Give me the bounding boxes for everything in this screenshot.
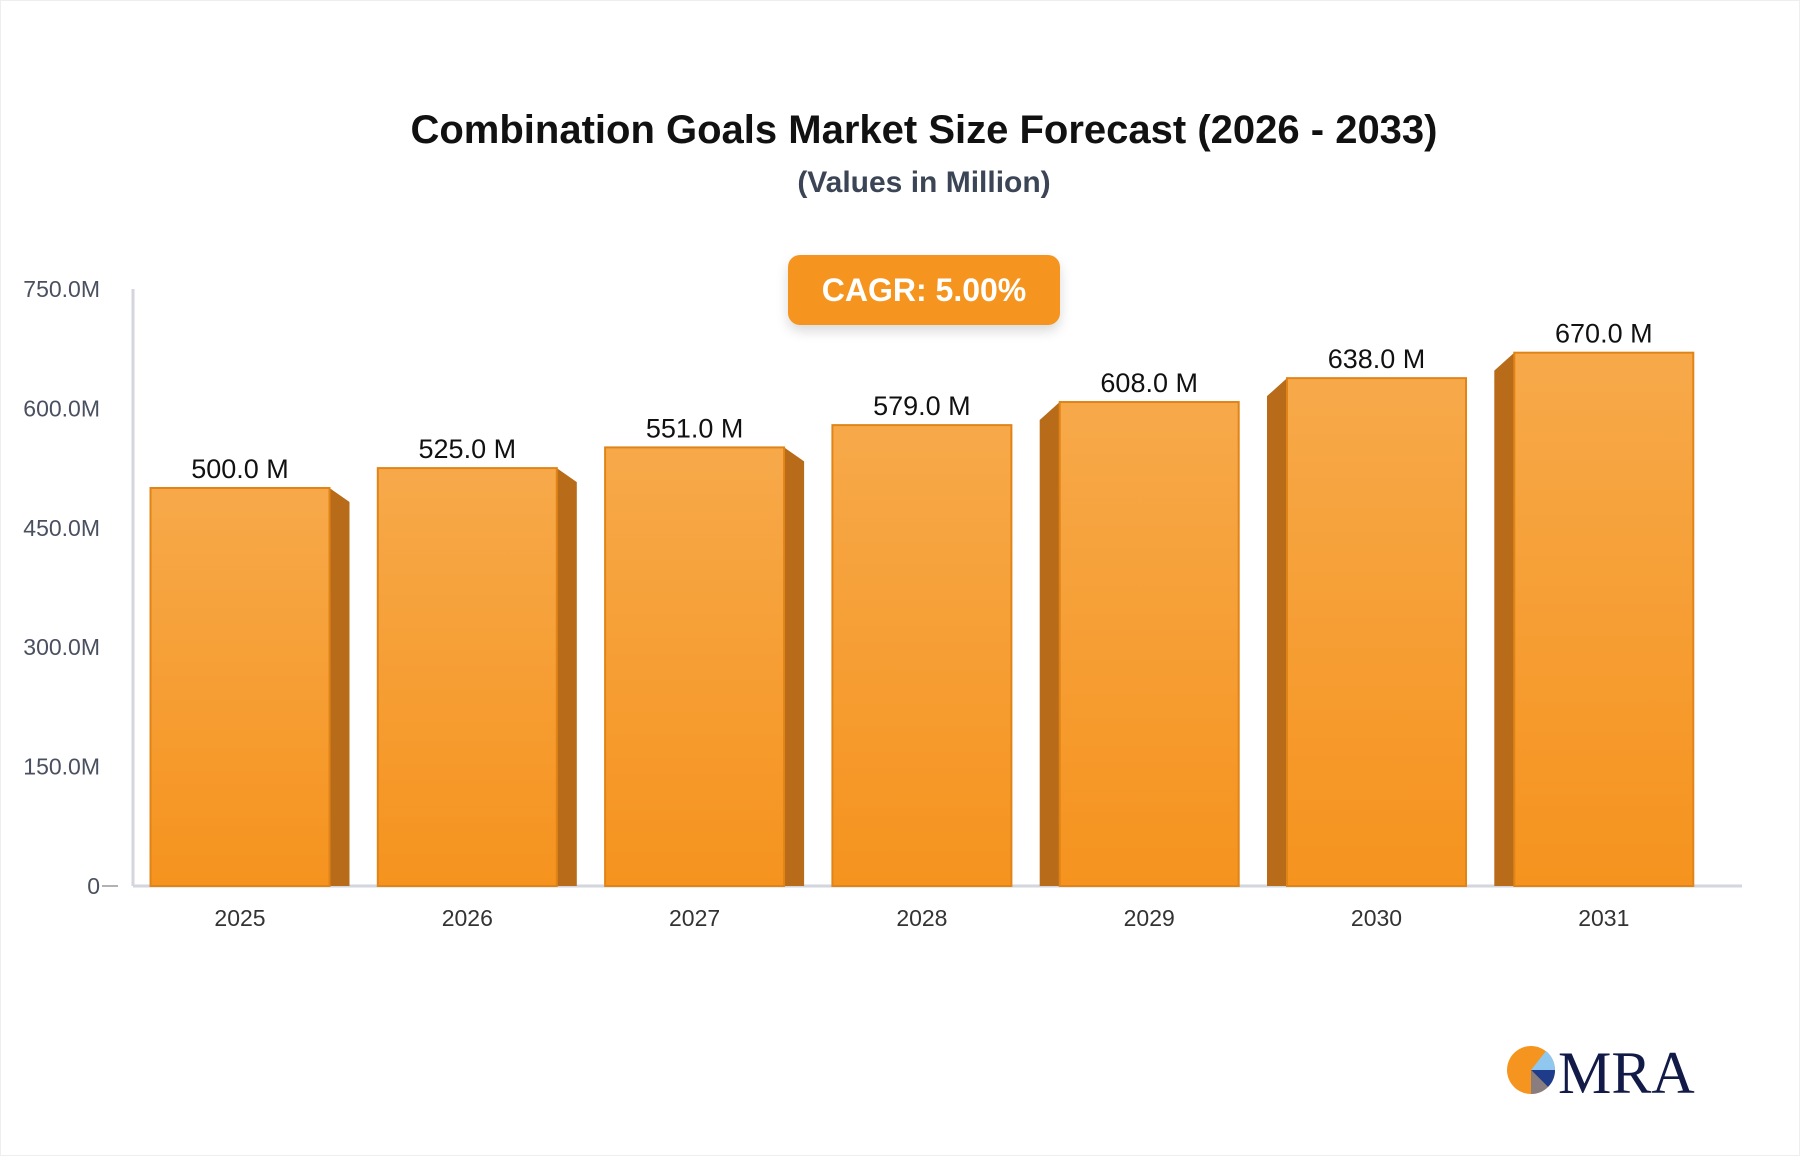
data-label: 608.0 M xyxy=(1100,368,1198,398)
x-tick-label: 2030 xyxy=(1351,905,1402,931)
x-tick-label: 2031 xyxy=(1578,905,1629,931)
bar-side xyxy=(1039,402,1060,886)
data-label: 579.0 M xyxy=(873,391,971,421)
bar-2026 xyxy=(376,467,558,887)
bar-side xyxy=(329,488,350,886)
bar-2025 xyxy=(149,487,331,887)
y-tick-label: 450.0M xyxy=(23,515,100,541)
mra-logo: MRA xyxy=(1507,1040,1695,1100)
x-tick-label: 2028 xyxy=(896,905,947,931)
data-label: 638.0 M xyxy=(1328,344,1426,374)
y-tick-label: 150.0M xyxy=(23,754,100,780)
chart-title: Combination Goals Market Size Forecast (… xyxy=(410,108,1438,152)
y-tick-label: 300.0M xyxy=(23,634,100,660)
bar-side xyxy=(784,447,805,886)
bar-2029 xyxy=(1058,401,1240,887)
bar-side xyxy=(556,468,577,886)
bar-2027 xyxy=(604,446,786,887)
bar-side xyxy=(1267,378,1287,886)
logo-text: MRA xyxy=(1558,1040,1695,1100)
bar-2030 xyxy=(1286,377,1467,887)
bar-side xyxy=(1494,352,1515,886)
x-tick-label: 2029 xyxy=(1124,905,1175,931)
y-tick-label: 750.0M xyxy=(23,276,100,302)
x-tick-label: 2026 xyxy=(442,905,493,931)
x-tick-label: 2027 xyxy=(669,905,720,931)
data-label: 500.0 M xyxy=(191,454,289,484)
cagr-badge: CAGR: 5.00% xyxy=(788,255,1060,325)
chart-subtitle: (Values in Million) xyxy=(797,166,1051,199)
data-label: 670.0 M xyxy=(1555,319,1653,349)
bar-2028 xyxy=(831,424,1013,887)
data-label: 551.0 M xyxy=(646,413,744,443)
y-tick-label: 600.0M xyxy=(23,395,100,421)
data-label: 525.0 M xyxy=(419,434,517,464)
x-tick-label: 2025 xyxy=(214,905,265,931)
y-tick-label: 0 xyxy=(87,873,100,899)
bar-2031 xyxy=(1513,351,1695,887)
